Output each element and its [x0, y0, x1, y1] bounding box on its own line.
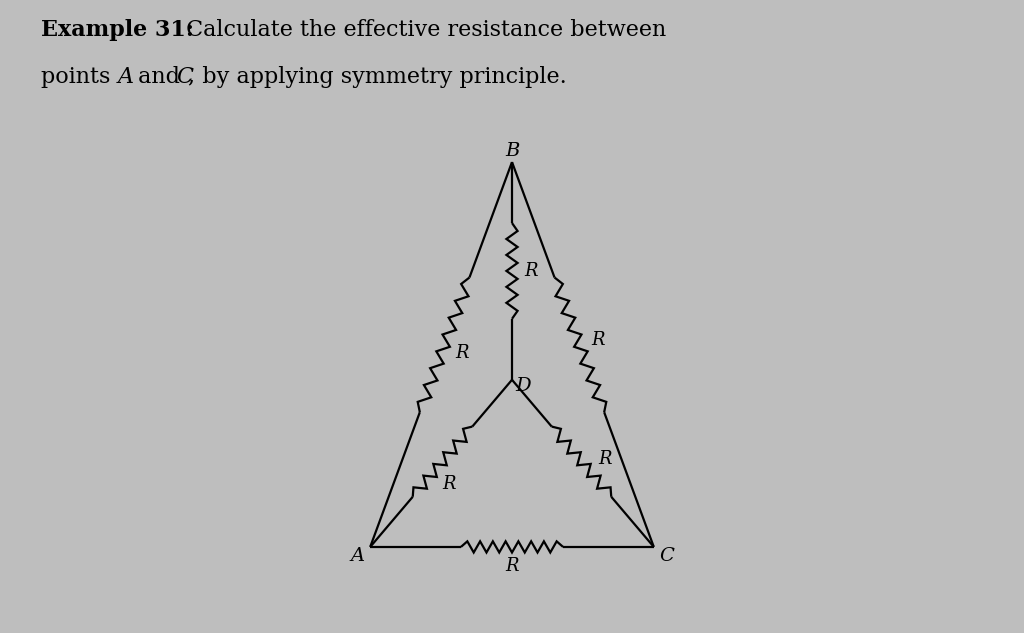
Text: points: points	[41, 66, 118, 89]
Text: R: R	[524, 262, 538, 280]
Text: R: R	[592, 331, 605, 349]
Text: , by applying symmetry principle.: , by applying symmetry principle.	[188, 66, 567, 89]
Text: A: A	[350, 547, 365, 565]
Text: R: R	[442, 475, 456, 493]
Text: B: B	[505, 142, 519, 160]
Text: R: R	[505, 557, 519, 575]
Text: and: and	[131, 66, 187, 89]
Text: R: R	[456, 344, 469, 363]
Text: C: C	[176, 66, 194, 89]
Text: Example 31:: Example 31:	[41, 19, 194, 41]
Text: A: A	[118, 66, 134, 89]
Text: C: C	[659, 547, 674, 565]
Text: R: R	[598, 450, 611, 468]
Text: Calculate the effective resistance between: Calculate the effective resistance betwe…	[179, 19, 667, 41]
Text: D: D	[515, 377, 531, 395]
